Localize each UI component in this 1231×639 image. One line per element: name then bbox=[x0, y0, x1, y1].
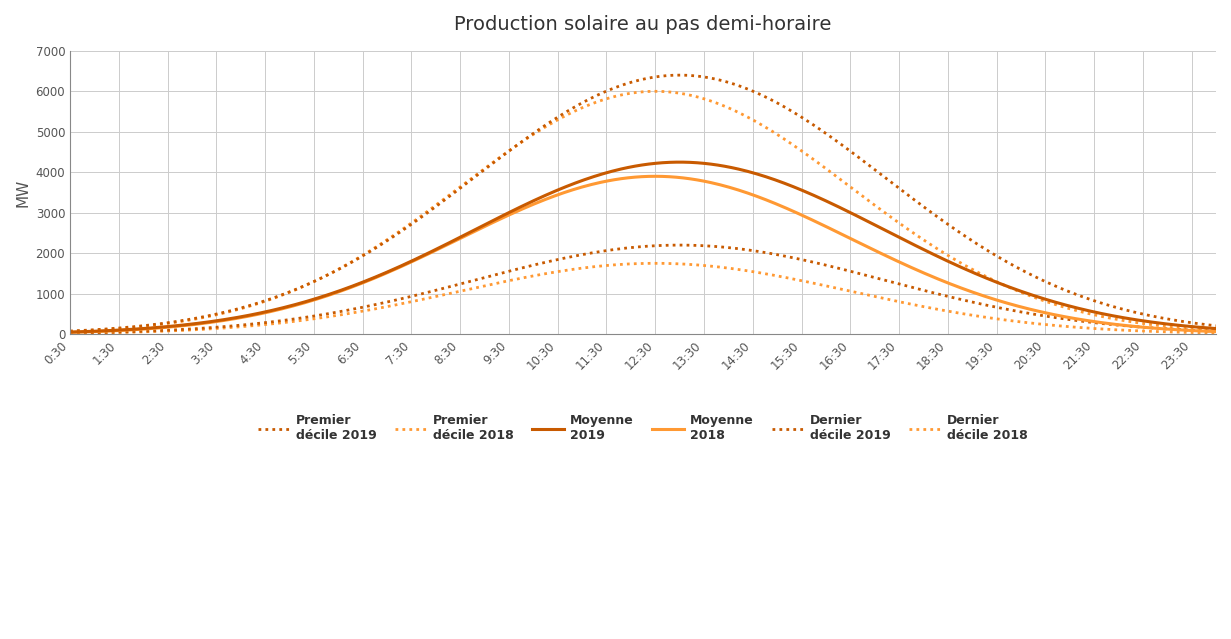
Title: Production solaire au pas demi-horaire: Production solaire au pas demi-horaire bbox=[454, 15, 832, 34]
Y-axis label: MW: MW bbox=[15, 178, 30, 206]
Legend: Premier
décile 2019, Premier
décile 2018, Moyenne
2019, Moyenne
2018, Dernier
dé: Premier décile 2019, Premier décile 2018… bbox=[254, 409, 1033, 447]
